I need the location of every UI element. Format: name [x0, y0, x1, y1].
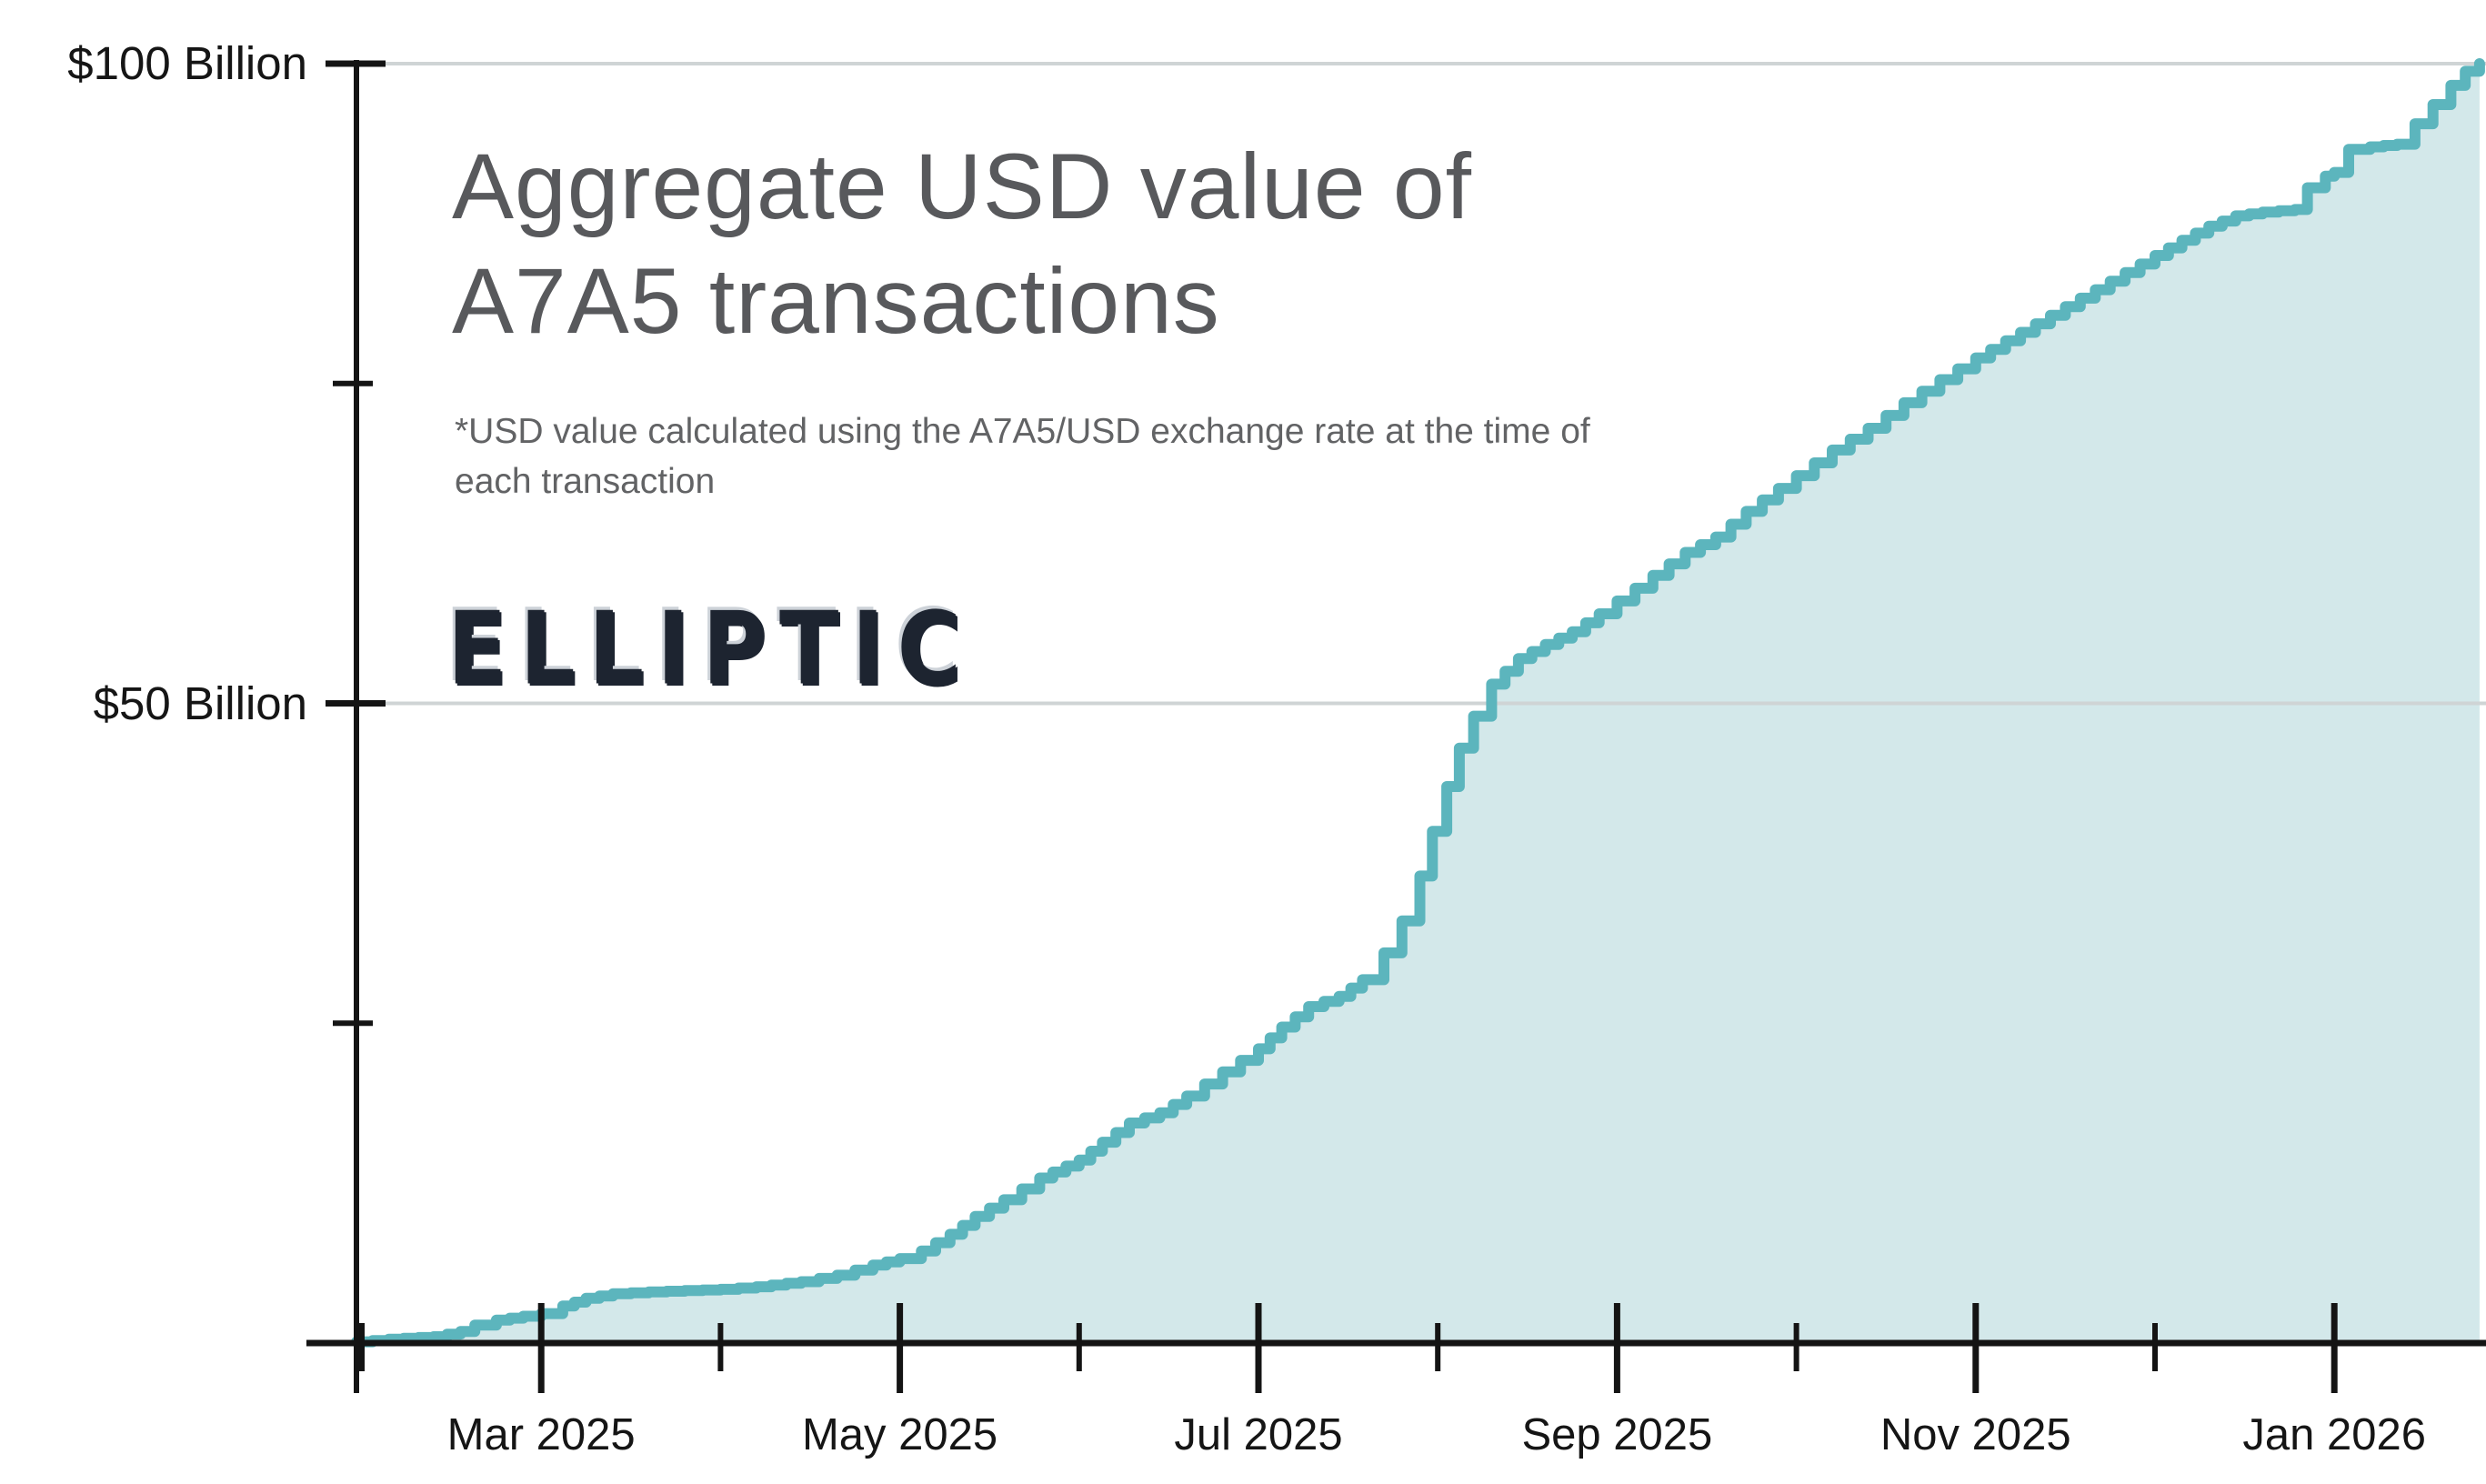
x-axis-label: May 2025 [801, 1410, 998, 1459]
chart-footnote: *USD value calculated using the A7A5/USD… [455, 412, 1590, 501]
x-axis-label: Jul 2025 [1174, 1410, 1343, 1459]
y-axis-label-100b: $100 Billion [67, 37, 307, 89]
chart-title: Aggregate USD value of A7A5 transactions [452, 129, 1472, 359]
x-axis-label: Jan 2026 [2242, 1410, 2426, 1459]
chart-title-line1: Aggregate USD value of [452, 135, 1472, 238]
x-axis-label: Sep 2025 [1521, 1410, 1713, 1459]
chart-title-line2: A7A5 transactions [452, 249, 1220, 354]
x-axis-label: Mar 2025 [446, 1410, 636, 1459]
value-line [351, 58, 2485, 1348]
y-axis-label-50b: $50 Billion [93, 677, 307, 729]
elliptic-logo: ELLIPTIC [447, 591, 975, 708]
x-axis-label: Nov 2025 [1880, 1410, 2071, 1459]
